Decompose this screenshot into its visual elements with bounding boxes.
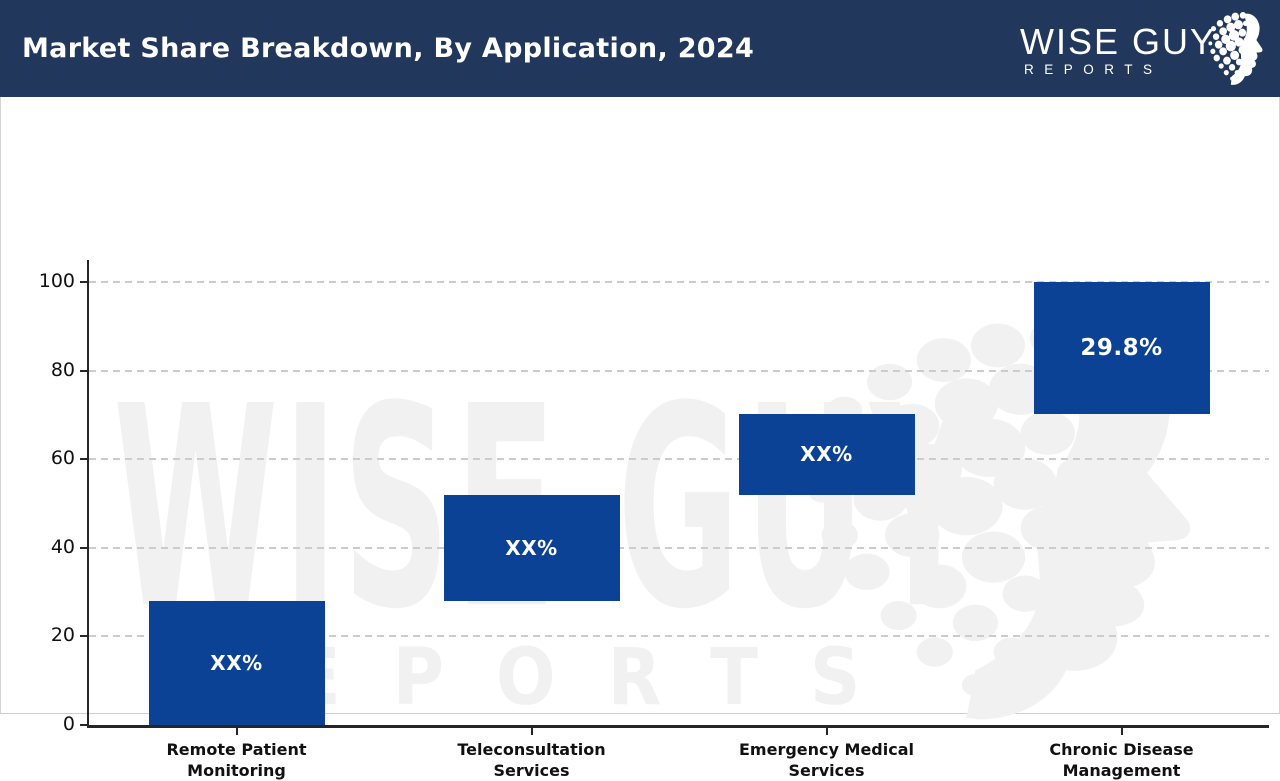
x-category-label: Remote Patient Monitoring — [166, 740, 307, 780]
y-tick — [80, 635, 87, 638]
y-tick-label: 20 — [50, 624, 75, 647]
x-tick — [235, 728, 238, 735]
y-tick-label: 80 — [50, 358, 75, 381]
gridline — [89, 369, 1269, 372]
x-category-label: Emergency Medical Services — [739, 740, 914, 780]
x-tick — [825, 728, 828, 735]
y-tick — [80, 458, 87, 461]
bar-value-label: XX% — [800, 442, 853, 467]
x-tick — [530, 728, 533, 735]
bar-segment: 29.8% — [1033, 282, 1210, 415]
bar-segment: XX% — [738, 414, 915, 495]
logo-primary-text: WISE GUY — [1019, 20, 1216, 62]
y-tick — [80, 546, 87, 549]
header-bar: Market Share Breakdown, By Application, … — [0, 0, 1280, 97]
x-axis-line — [87, 725, 1269, 728]
bar-value-label: 29.8% — [1080, 335, 1163, 362]
page-title: Market Share Breakdown, By Application, … — [22, 33, 755, 64]
gridline — [89, 546, 1269, 549]
gridline — [89, 458, 1269, 461]
x-category-label: Teleconsultation Services — [457, 740, 606, 780]
bar-segment: XX% — [443, 494, 620, 601]
wiseguy-logo: WISE GUY REPORTS — [1020, 10, 1266, 90]
y-tick — [80, 369, 87, 372]
y-tick — [80, 724, 87, 726]
chart-canvas: WISE GUY REPORTS 0 20 40 60 80 100 XX% Remote P… — [0, 97, 1280, 780]
y-tick-label: 40 — [50, 535, 75, 558]
bar-value-label: XX% — [505, 535, 558, 560]
bar-segment: XX% — [148, 601, 325, 725]
y-axis-spine — [87, 260, 89, 725]
gridline — [89, 281, 1269, 284]
plot-area: 0 20 40 60 80 100 XX% Remote Patient Monitoring… — [39, 260, 1269, 780]
wiseguy-head-icon — [1202, 10, 1266, 90]
x-tick — [1120, 728, 1123, 735]
y-tick-label: 100 — [38, 270, 75, 293]
gridline — [89, 635, 1269, 638]
y-tick — [80, 281, 87, 284]
x-category-label: Chronic Disease Management — [1049, 740, 1194, 780]
bar-value-label: XX% — [210, 651, 263, 675]
logo-text: WISE GUY REPORTS — [1019, 20, 1216, 77]
logo-secondary-text: REPORTS — [1023, 61, 1163, 77]
y-tick-label: 60 — [50, 447, 75, 470]
y-tick-label: 0 — [62, 713, 75, 735]
